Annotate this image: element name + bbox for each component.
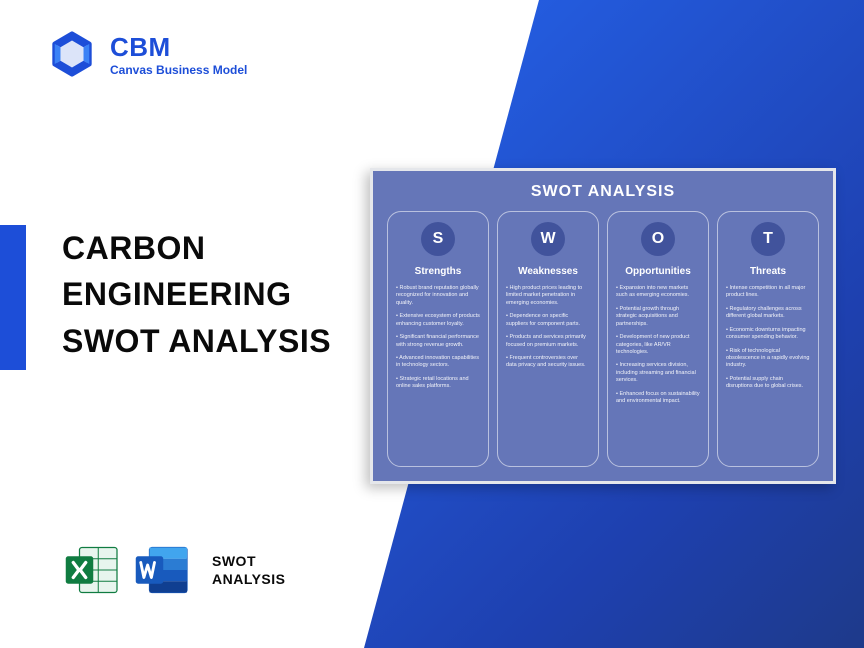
swot-item: • Dependence on specific suppliers for c… bbox=[506, 313, 590, 328]
swot-item: • Extensive ecosystem of products enhanc… bbox=[396, 313, 480, 328]
title-line: CARBON bbox=[62, 225, 331, 271]
logo-title: CBM bbox=[110, 32, 247, 63]
format-label-line: ANALYSIS bbox=[212, 570, 286, 588]
swot-heading: Weaknesses bbox=[518, 266, 578, 277]
swot-letter: T bbox=[751, 222, 785, 256]
swot-item: • Potential supply chain disruptions due… bbox=[726, 376, 810, 391]
brand-logo: CBM Canvas Business Model bbox=[48, 30, 247, 78]
excel-icon bbox=[62, 540, 122, 600]
swot-item: • High product prices leading to limited… bbox=[506, 285, 590, 307]
swot-heading: Strengths bbox=[415, 266, 462, 277]
swot-item: • Enhanced focus on sustainability and e… bbox=[616, 391, 700, 406]
swot-column-threats: T Threats • Intense competition in all m… bbox=[717, 211, 819, 467]
logo-subtitle: Canvas Business Model bbox=[110, 63, 247, 77]
word-icon bbox=[132, 540, 192, 600]
swot-item: • Regulatory challenges across different… bbox=[726, 306, 810, 321]
swot-item: • Increasing services division, includin… bbox=[616, 362, 700, 384]
swot-item: • Frequent controversies over data priva… bbox=[506, 355, 590, 370]
swot-item: • Development of new product categories,… bbox=[616, 334, 700, 356]
swot-item: • Intense competition in all major produ… bbox=[726, 285, 810, 300]
swot-item: • Potential growth through strategic acq… bbox=[616, 306, 700, 328]
swot-item: • Robust brand reputation globally recog… bbox=[396, 285, 480, 307]
swot-letter: S bbox=[421, 222, 455, 256]
swot-letter: W bbox=[531, 222, 565, 256]
swot-item: • Strategic retail locations and online … bbox=[396, 376, 480, 391]
side-accent-bar bbox=[0, 225, 26, 370]
swot-item: • Expansion into new markets such as eme… bbox=[616, 285, 700, 300]
title-line: ENGINEERING bbox=[62, 271, 331, 317]
swot-columns: S Strengths • Robust brand reputation gl… bbox=[387, 211, 819, 467]
swot-item: • Economic downturns impacting consumer … bbox=[726, 327, 810, 342]
logo-icon bbox=[48, 30, 96, 78]
title-line: SWOT ANALYSIS bbox=[62, 318, 331, 364]
swot-item: • Products and services primarily focuse… bbox=[506, 334, 590, 349]
swot-card: SWOT ANALYSIS S Strengths • Robust brand… bbox=[370, 168, 836, 484]
format-label: SWOT ANALYSIS bbox=[212, 552, 286, 588]
swot-column-opportunities: O Opportunities • Expansion into new mar… bbox=[607, 211, 709, 467]
swot-heading: Opportunities bbox=[625, 266, 691, 277]
swot-item: • Advanced innovation capabilities in te… bbox=[396, 355, 480, 370]
swot-item: • Significant financial performance with… bbox=[396, 334, 480, 349]
swot-heading: Threats bbox=[750, 266, 786, 277]
swot-letter: O bbox=[641, 222, 675, 256]
format-icons: SWOT ANALYSIS bbox=[62, 540, 286, 600]
page-title: CARBON ENGINEERING SWOT ANALYSIS bbox=[62, 225, 331, 364]
swot-card-title: SWOT ANALYSIS bbox=[387, 183, 819, 201]
format-label-line: SWOT bbox=[212, 552, 286, 570]
swot-column-weaknesses: W Weaknesses • High product prices leadi… bbox=[497, 211, 599, 467]
swot-item: • Risk of technological obsolescence in … bbox=[726, 348, 810, 370]
swot-column-strengths: S Strengths • Robust brand reputation gl… bbox=[387, 211, 489, 467]
